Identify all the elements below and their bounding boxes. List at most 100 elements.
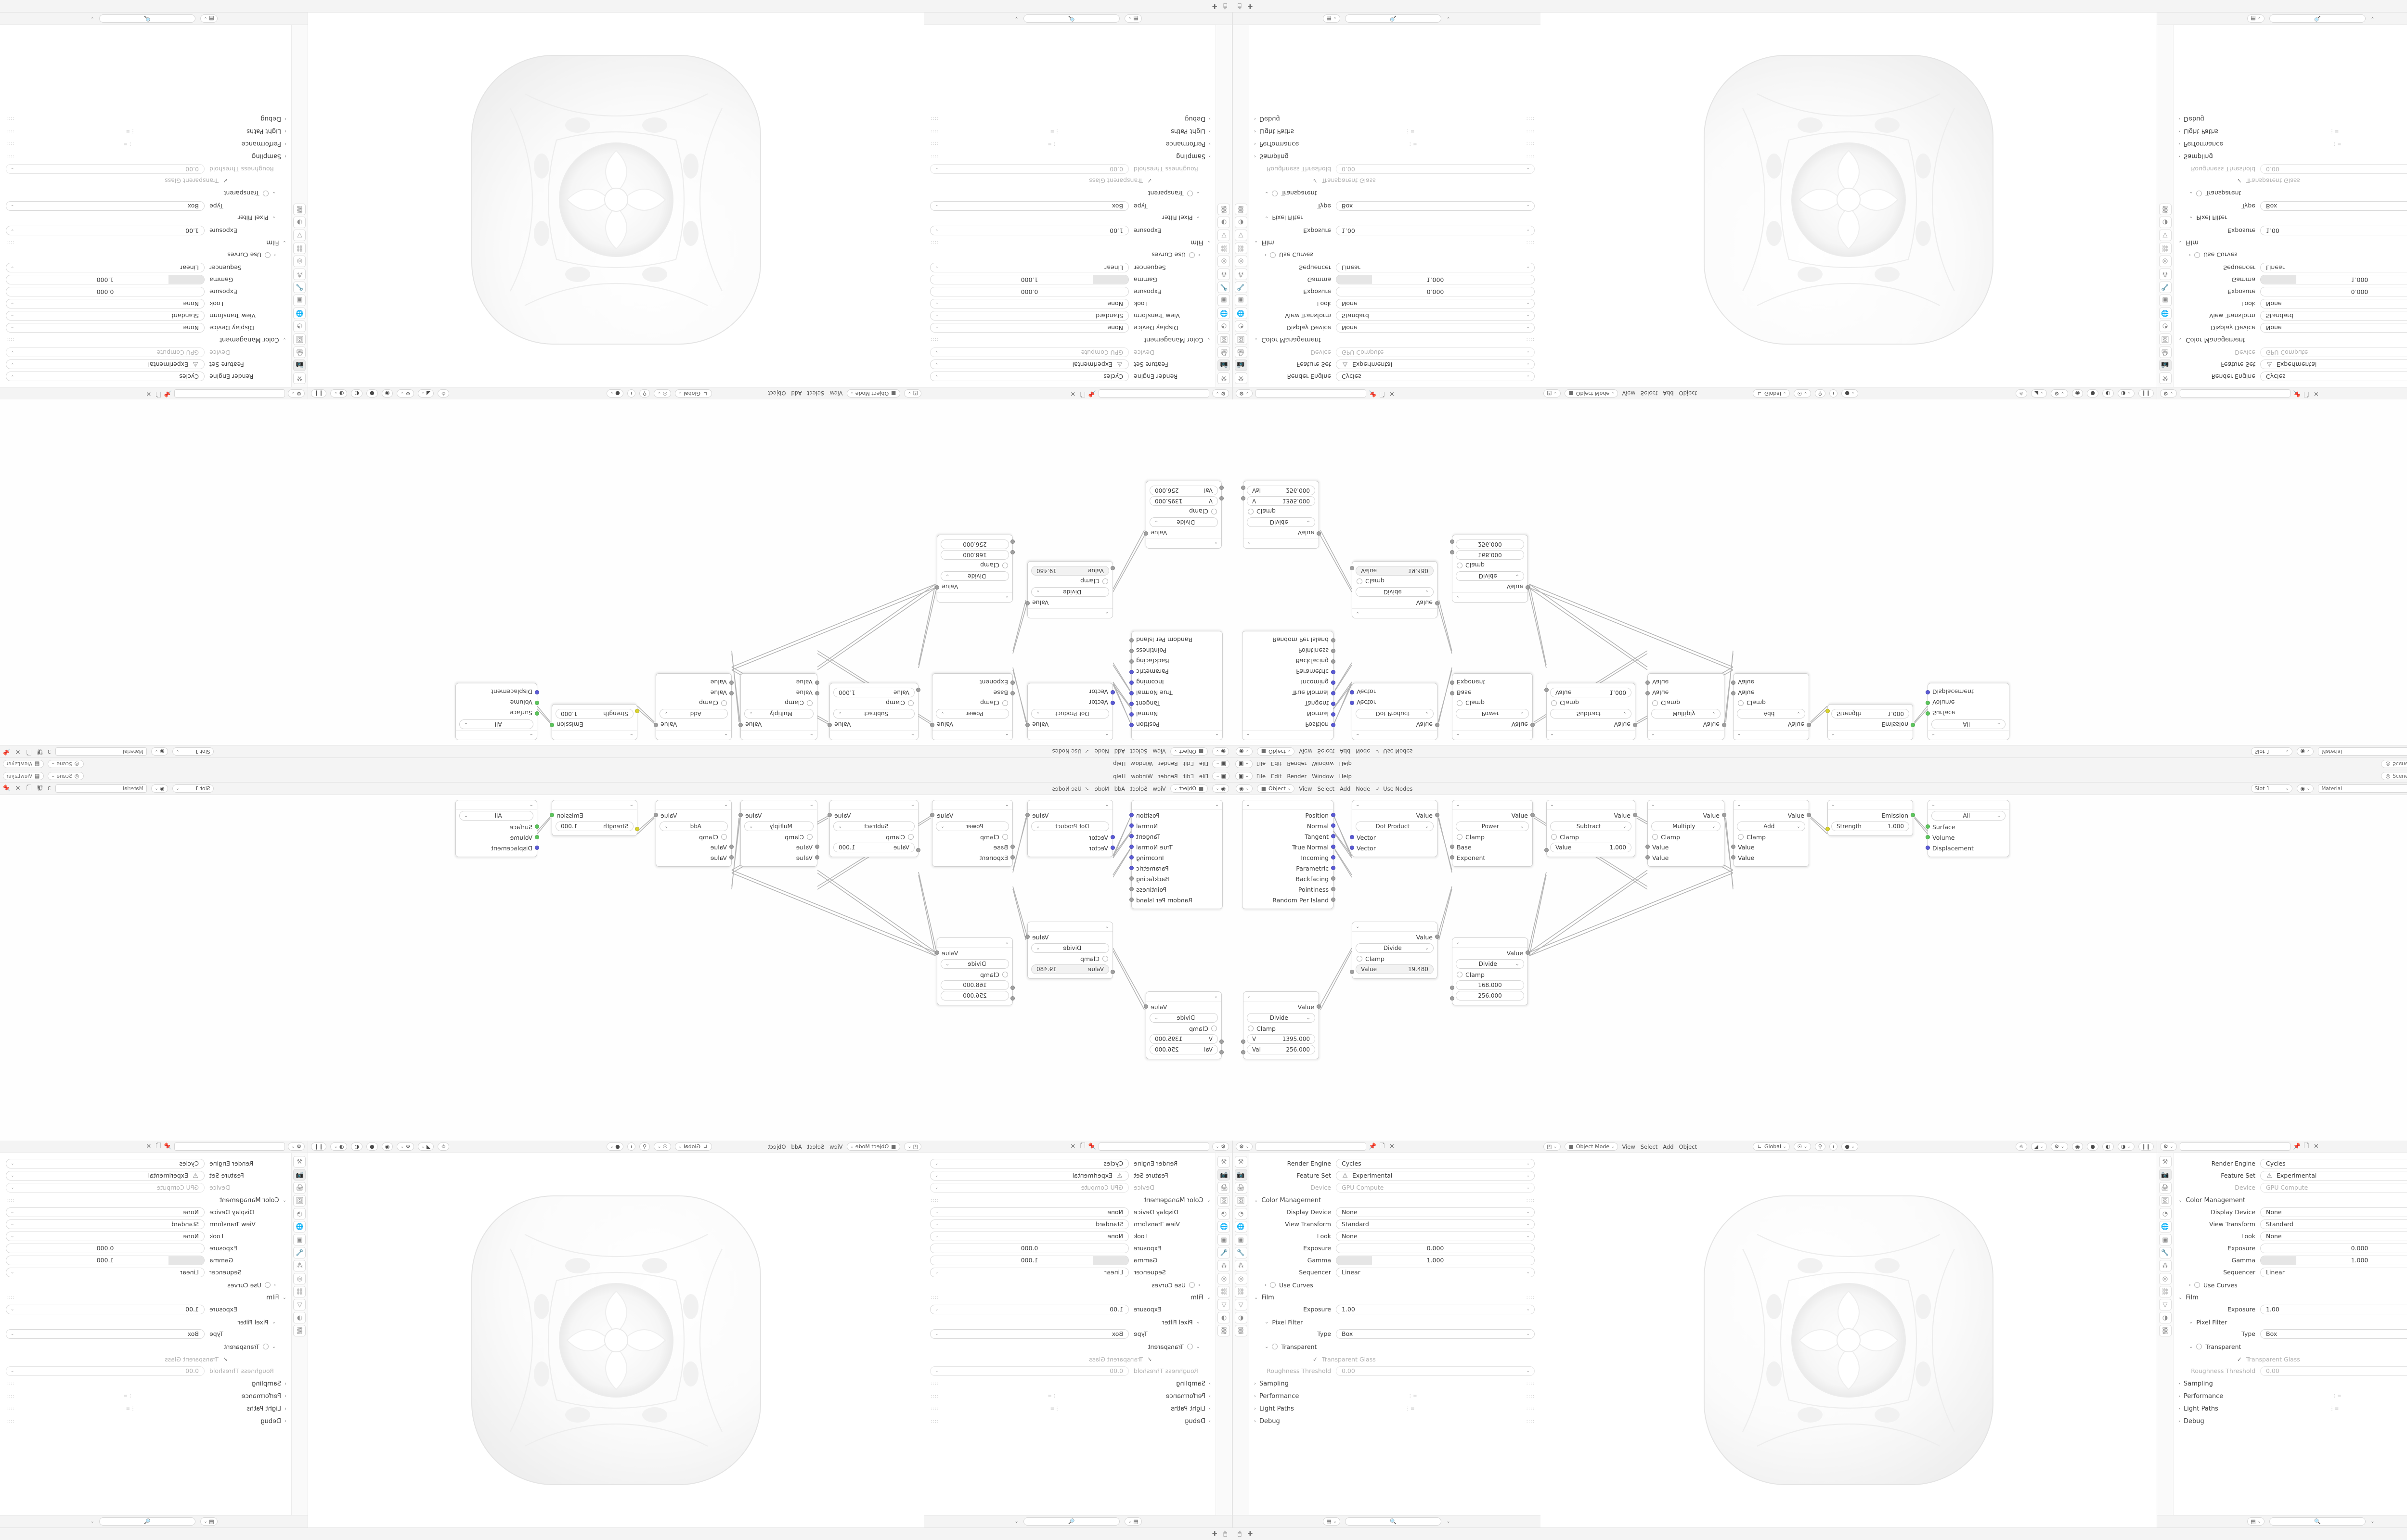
property-control[interactable]: Linear⌄ <box>2260 1267 2407 1277</box>
pin-icon[interactable]: 📌 <box>2 748 11 755</box>
properties-tab-constraints[interactable]: ⛓ <box>1234 1286 1247 1297</box>
checkbox-icon[interactable] <box>1457 834 1462 840</box>
properties-section-pixel-filter[interactable]: ⌄ Pixel Filter <box>6 212 286 224</box>
property-control[interactable]: 0.000 <box>930 287 1129 297</box>
properties-tab-data[interactable]: ▽ <box>293 1299 306 1310</box>
node-clamp-checkbox[interactable]: Clamp <box>937 970 1012 979</box>
chevron-down-icon[interactable]: ⌄ <box>941 711 945 717</box>
properties-search-input[interactable]: 🔍 <box>99 14 195 23</box>
filter-icon[interactable]: ▤ ⌄ <box>1323 1517 1341 1526</box>
properties-tab-constraints[interactable]: ⛓ <box>293 243 306 254</box>
properties-tab-texture[interactable]: ▒ <box>1234 204 1247 215</box>
chevron-down-icon[interactable]: ⌄ <box>1206 1197 1211 1203</box>
node-socket-blue[interactable] <box>1331 823 1335 828</box>
properties-tab-data[interactable]: ▽ <box>1234 230 1247 241</box>
preset-list-icon[interactable]: ⋮≡ <box>123 141 133 147</box>
node-socket-grey[interactable] <box>1144 1004 1148 1009</box>
node-header[interactable]: ⌄ <box>1243 539 1319 548</box>
shader-menu-select[interactable]: Select <box>1130 785 1148 792</box>
chevron-down-icon[interactable]: ⌄ <box>1526 325 1530 331</box>
node-operation-dropdown[interactable]: Dot Product ⌄ <box>1356 821 1434 831</box>
menu-file[interactable]: File <box>1256 772 1266 780</box>
chevron-down-icon[interactable]: ⌄ <box>1247 541 1251 546</box>
properties-tab-object[interactable]: ▣ <box>293 295 306 306</box>
checkbox-icon[interactable] <box>1738 834 1744 840</box>
properties-tab-data[interactable]: ▽ <box>2159 1299 2172 1310</box>
chevron-right-icon[interactable]: › <box>1198 1282 1200 1288</box>
properties-icon[interactable]: ⚙ ⌄ <box>1236 1142 1253 1151</box>
radio-icon[interactable] <box>1270 252 1276 258</box>
node-socket-grey[interactable] <box>1331 649 1335 653</box>
chevron-down-icon[interactable]: ⌄ <box>1526 1161 1530 1166</box>
copy-icon[interactable]: 🗋 <box>1380 1142 1385 1150</box>
snap-icon[interactable]: ☉ ⌄ <box>1794 1142 1811 1151</box>
chevron-down-icon[interactable]: ⌄ <box>935 1331 939 1336</box>
properties-section-transparent[interactable]: ⌄ Transparent <box>1254 187 1535 200</box>
properties-tab-particles[interactable]: ⁂ <box>293 1260 306 1271</box>
properties-tab-world[interactable]: 🌐 <box>1217 308 1230 319</box>
node-operation-dropdown[interactable]: Multiply ⌄ <box>1651 709 1721 719</box>
chevron-down-icon[interactable]: ⌄ <box>11 1368 14 1373</box>
properties-tab-material[interactable]: ◑ <box>293 217 306 228</box>
properties-tab-render[interactable]: 📷 <box>293 1169 306 1181</box>
chevron-down-icon[interactable]: ⌄ <box>11 1270 14 1275</box>
browse-material-button[interactable]: ◉ ⌄ <box>151 784 168 793</box>
property-control[interactable]: Standard⌄ <box>1336 1219 1535 1229</box>
properties-section-sampling[interactable]: ›Sampling:::: <box>6 1377 286 1390</box>
check-icon[interactable]: ✓ <box>2237 177 2242 185</box>
transparent-glass-checkbox[interactable]: ✓ Transparent Glass <box>1254 175 1535 187</box>
property-control[interactable]: Cycles⌄ <box>930 1158 1129 1168</box>
chevron-down-icon[interactable]: ⌄ <box>749 823 753 829</box>
pin-icon[interactable]: 📌 <box>1088 390 1096 397</box>
property-control[interactable]: 1.00⌄ <box>1336 226 1535 236</box>
node-header[interactable]: ⌄ <box>1352 608 1437 618</box>
property-control[interactable]: None⌄ <box>930 1231 1129 1241</box>
chevron-down-icon[interactable]: ⌄ <box>935 301 939 307</box>
node-geometry[interactable]: ⌄ Position Normal Tangent True Normal Incomin… <box>1242 800 1335 909</box>
chevron-down-icon[interactable]: ⌄ <box>1265 1319 1269 1325</box>
node-header[interactable]: ⌄ <box>456 800 537 810</box>
proportional-edit-icon[interactable]: ⁝ <box>1829 1142 1838 1151</box>
node-value-field[interactable]: 256.000 <box>941 991 1009 1001</box>
chevron-down-icon[interactable]: ⌄ <box>1206 337 1211 343</box>
node-socket-grey[interactable] <box>1450 691 1454 695</box>
properties-tab-scene[interactable]: ◔ <box>2159 1208 2172 1219</box>
node-socket-grey[interactable] <box>1633 813 1637 817</box>
chevron-down-icon[interactable]: ⌄ <box>1550 802 1554 808</box>
chevron-right-icon[interactable]: › <box>1198 252 1200 258</box>
property-control[interactable]: Cycles⌄ <box>1336 372 1535 382</box>
chevron-down-icon[interactable]: ⌄ <box>1356 802 1360 808</box>
node-operation-dropdown[interactable]: Subtract ⌄ <box>1550 821 1631 831</box>
chevron-down-icon[interactable]: ⌄ <box>935 204 939 209</box>
chevron-down-icon[interactable]: ⌄ <box>1526 204 1530 209</box>
node-target-dropdown[interactable]: All ⌄ <box>459 811 533 821</box>
preset-list-icon[interactable]: ⋮≡ <box>1047 141 1057 147</box>
chevron-down-icon[interactable]: ⌄ <box>1246 802 1250 808</box>
properties-icon[interactable]: ⚙ ⌄ <box>287 389 305 398</box>
shading-solid-icon[interactable]: ● <box>366 1142 378 1151</box>
x-icon[interactable]: ✕ <box>1070 390 1076 397</box>
properties-tab-view-layer[interactable]: 🖼 <box>1217 1195 1230 1206</box>
chevron-down-icon[interactable]: ⌄ <box>838 823 842 829</box>
chevron-down-icon[interactable]: ⌄ <box>11 1307 14 1312</box>
node-socket-grey[interactable] <box>1450 996 1454 1001</box>
properties-datablock-field[interactable] <box>2180 389 2291 398</box>
properties-section-performance[interactable]: ›Performance⋮≡:::: <box>6 1390 286 1402</box>
chevron-down-icon[interactable]: ⌄ <box>935 362 939 367</box>
copy-icon[interactable]: 🗋 <box>2304 1142 2309 1150</box>
shading-rendered-icon[interactable]: ◑ ⌄ <box>2117 389 2135 398</box>
chevron-down-icon[interactable]: ⌄ <box>935 1368 939 1373</box>
node-socket-blue[interactable] <box>1926 690 1930 694</box>
node-add[interactable]: ⌄ Value Add ⌄ Clamp Value Value <box>1731 800 1811 867</box>
chevron-down-icon[interactable]: ⌄ <box>2189 191 2193 196</box>
viewport-menu-add[interactable]: Add <box>1663 1143 1674 1150</box>
preset-list-icon[interactable]: ⋮≡ <box>2329 128 2340 134</box>
node-socket-grey[interactable] <box>729 855 734 860</box>
node-header[interactable]: ⌄ <box>656 730 731 740</box>
node-socket-grey[interactable] <box>1111 970 1115 974</box>
pin-icon[interactable]: 📌 <box>164 1143 172 1150</box>
checkbox-icon[interactable] <box>1002 834 1008 840</box>
shader-menu-node[interactable]: Node <box>1356 785 1371 792</box>
chevron-down-icon[interactable]: ⌄ <box>1424 711 1429 717</box>
node-clamp-checkbox[interactable]: Clamp <box>932 698 1012 708</box>
